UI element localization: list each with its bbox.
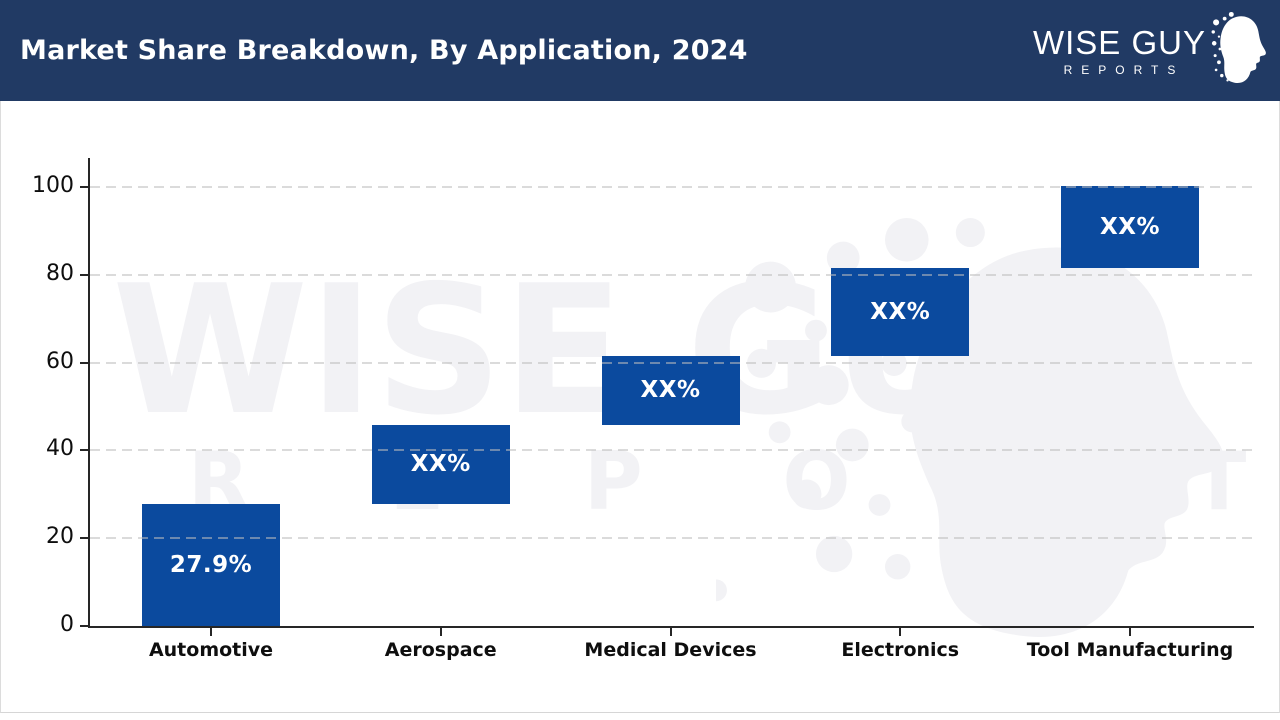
bar-value-label: XX% <box>410 451 471 478</box>
page-title: Market Share Breakdown, By Application, … <box>20 35 748 66</box>
x-tick-mark <box>669 628 672 636</box>
bar-medical-devices[interactable]: XX% <box>601 356 740 425</box>
y-tick-mark <box>80 361 88 364</box>
gridline-80 <box>90 273 1254 276</box>
x-tick-mark <box>439 628 442 636</box>
brand-subtitle: REPORTS <box>1063 62 1185 77</box>
y-tick-mark <box>80 449 88 452</box>
y-tick-mark <box>80 186 88 188</box>
bar-automotive[interactable]: 27.9% <box>142 503 280 626</box>
bar-value-label: XX% <box>640 377 701 404</box>
x-category-label-medical-devices: Medical Devices <box>584 639 757 661</box>
bar-value-label: XX% <box>870 299 931 326</box>
y-tick-mark <box>80 273 88 276</box>
y-tick-label: 40 <box>46 436 74 462</box>
x-tick-mark <box>1129 628 1131 636</box>
y-tick-label: 60 <box>46 348 74 374</box>
bar-value-label: 27.9% <box>169 551 253 578</box>
bar-value-label: XX% <box>1099 213 1160 240</box>
bar-electronics[interactable]: XX% <box>831 268 970 356</box>
brand-name: WISE GUY <box>1032 23 1206 61</box>
x-category-label-aerospace: Aerospace <box>384 639 497 661</box>
x-tick-mark <box>899 628 902 636</box>
y-tick-mark <box>80 625 88 627</box>
y-tick-label: 80 <box>46 260 74 286</box>
gridline-100 <box>90 186 1254 188</box>
x-category-label-automotive: Automotive <box>148 639 274 661</box>
brand-wordmark: WISE GUY REPORTS <box>1033 26 1206 76</box>
y-tick-mark <box>80 537 88 540</box>
header-bar: Market Share Breakdown, By Application, … <box>0 0 1280 101</box>
y-tick-label: 0 <box>60 612 74 637</box>
bar-tool-manufacturing[interactable]: XX% <box>1061 185 1199 269</box>
gridline-40 <box>90 449 1254 452</box>
brand-logo: WISE GUY REPORTS <box>1033 11 1266 91</box>
y-tick-label: 20 <box>46 524 74 550</box>
x-category-label-tool-manufacturing: Tool Manufacturing <box>1026 639 1234 661</box>
x-category-label-electronics: Electronics <box>841 639 960 661</box>
x-tick-mark <box>210 628 212 636</box>
y-tick-label: 100 <box>32 173 74 198</box>
dotted-face-profile-icon <box>1208 11 1266 91</box>
bar-aerospace[interactable]: XX% <box>371 424 510 504</box>
x-axis-spine <box>88 626 1254 628</box>
gridline-60 <box>90 361 1254 364</box>
gridline-20 <box>90 537 1254 540</box>
y-axis-spine <box>88 158 90 627</box>
